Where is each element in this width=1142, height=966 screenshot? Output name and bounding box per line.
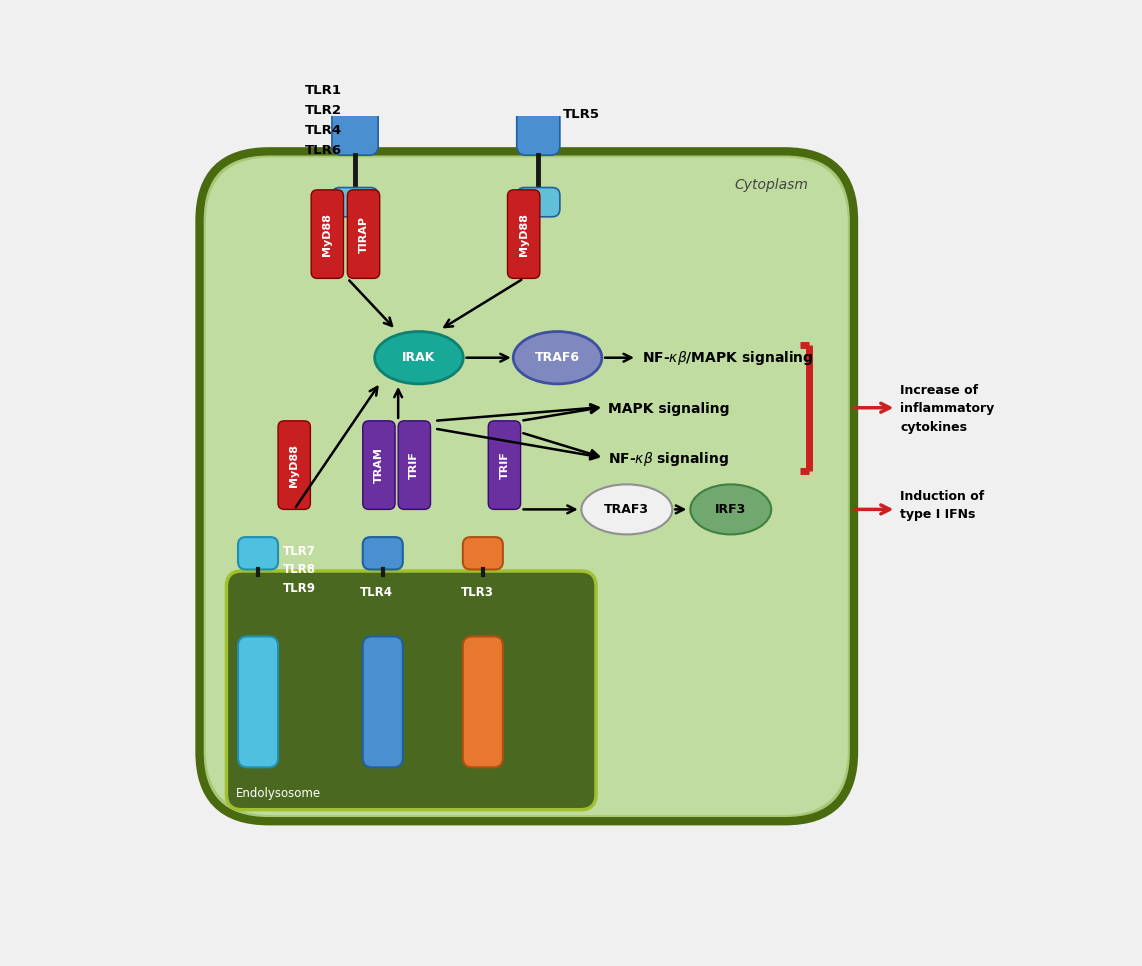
Text: TRAM: TRAM [373, 447, 384, 483]
Text: TLR6: TLR6 [305, 144, 343, 156]
FancyBboxPatch shape [516, 82, 560, 156]
Text: TRAF3: TRAF3 [604, 503, 650, 516]
Text: TLR3: TLR3 [461, 586, 494, 599]
FancyBboxPatch shape [332, 82, 378, 156]
Text: Endolysosome: Endolysosome [235, 787, 321, 801]
Text: MyD88: MyD88 [289, 444, 299, 487]
FancyBboxPatch shape [463, 637, 502, 767]
FancyBboxPatch shape [363, 421, 395, 509]
Text: cytokines: cytokines [900, 420, 967, 434]
FancyBboxPatch shape [206, 157, 847, 815]
FancyBboxPatch shape [238, 637, 278, 767]
FancyBboxPatch shape [311, 190, 344, 278]
Ellipse shape [513, 331, 602, 384]
Text: type I IFNs: type I IFNs [900, 508, 975, 522]
Text: NF-$\kappa\beta$/MAPK signaling: NF-$\kappa\beta$/MAPK signaling [642, 349, 814, 367]
Text: Induction of: Induction of [900, 490, 984, 502]
Text: Cytoplasm: Cytoplasm [734, 179, 807, 192]
Text: inflammatory: inflammatory [900, 402, 995, 415]
Text: TRIF: TRIF [499, 452, 509, 479]
FancyBboxPatch shape [238, 537, 278, 569]
FancyBboxPatch shape [347, 190, 379, 278]
Text: TIRAP: TIRAP [359, 216, 369, 253]
Text: TLR4: TLR4 [360, 586, 393, 599]
Ellipse shape [581, 484, 673, 534]
FancyBboxPatch shape [489, 421, 521, 509]
FancyBboxPatch shape [363, 537, 403, 569]
Text: TLR1: TLR1 [305, 84, 341, 97]
FancyBboxPatch shape [278, 421, 311, 509]
FancyBboxPatch shape [226, 571, 596, 810]
FancyBboxPatch shape [507, 190, 540, 278]
Text: MAPK signaling: MAPK signaling [608, 402, 729, 416]
Text: TLR9: TLR9 [283, 582, 315, 595]
FancyBboxPatch shape [516, 187, 560, 216]
Text: NF-$\kappa\beta$ signaling: NF-$\kappa\beta$ signaling [608, 450, 729, 469]
Ellipse shape [691, 484, 771, 534]
FancyBboxPatch shape [399, 421, 431, 509]
Text: TRAF6: TRAF6 [536, 352, 580, 364]
Text: IRF3: IRF3 [715, 503, 747, 516]
Text: MyD88: MyD88 [518, 213, 529, 256]
Text: TLR5: TLR5 [563, 108, 600, 121]
Text: TRIF: TRIF [409, 452, 419, 479]
Text: IRAK: IRAK [402, 352, 435, 364]
Text: MyD88: MyD88 [322, 213, 332, 256]
Text: TLR8: TLR8 [283, 563, 315, 577]
Text: TLR7: TLR7 [283, 545, 315, 557]
FancyBboxPatch shape [363, 637, 403, 767]
Text: TLR2: TLR2 [305, 103, 341, 117]
Text: Increase of: Increase of [900, 384, 979, 396]
Text: TLR4: TLR4 [305, 124, 343, 136]
FancyBboxPatch shape [200, 152, 854, 821]
Ellipse shape [375, 331, 464, 384]
FancyBboxPatch shape [463, 537, 502, 569]
FancyBboxPatch shape [332, 187, 378, 216]
